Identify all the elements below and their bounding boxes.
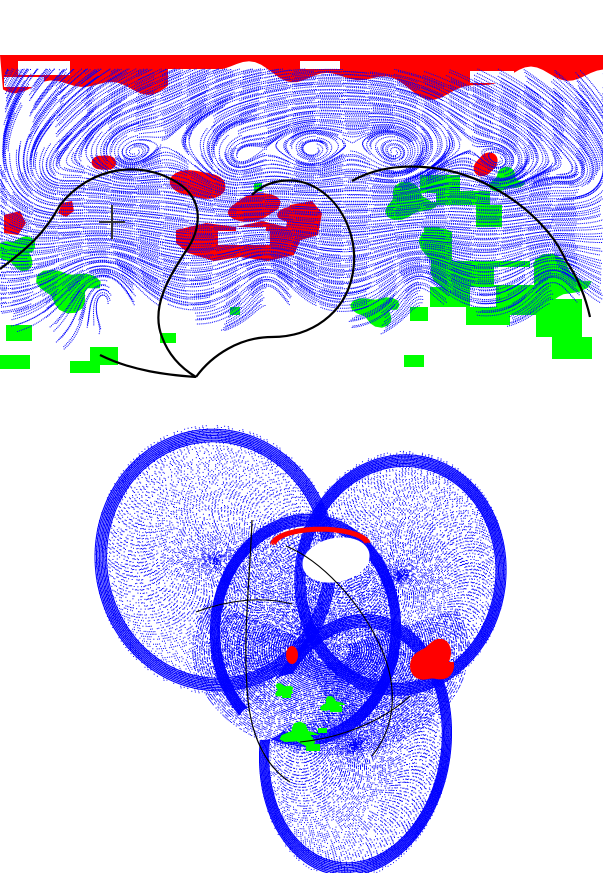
map-projection-panel (0, 55, 603, 378)
globe-projection-canvas (0, 420, 603, 873)
map-projection-canvas (0, 55, 603, 378)
globe-projection-panel (0, 420, 603, 873)
